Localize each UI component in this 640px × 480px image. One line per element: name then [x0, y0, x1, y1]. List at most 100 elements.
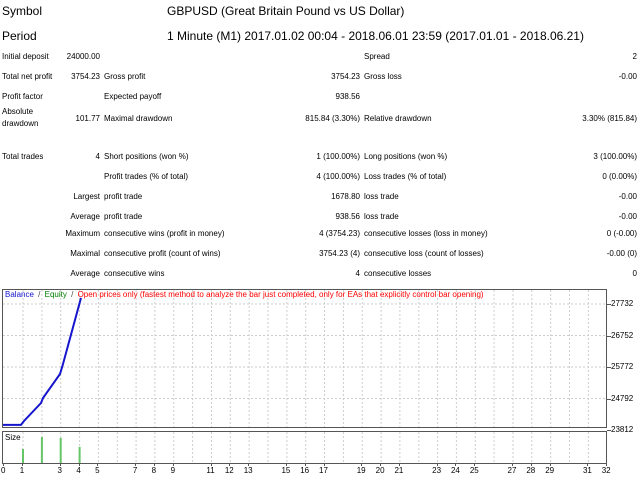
y-axis-tick: [607, 430, 611, 431]
table-row: Profit factor Expected payoff 938.56: [0, 92, 640, 104]
x-axis-label: 5: [95, 466, 100, 475]
lot-size-bar: [59, 437, 62, 463]
x-axis-tick: [530, 463, 532, 466]
cell-c2l: consecutive wins (profit in money): [104, 229, 225, 238]
x-axis-tick: [436, 463, 438, 466]
x-axis-label: 17: [319, 466, 328, 475]
cell-c2l: consecutive wins: [104, 269, 165, 278]
cell-c3l: Long positions (won %): [364, 152, 448, 161]
y-axis-label: 23812: [611, 425, 634, 434]
size-panel: Size: [2, 431, 607, 464]
x-axis-tick: [248, 463, 250, 466]
cell-c1l: Initial deposit: [2, 52, 49, 61]
cell-c2v: 938.56: [335, 92, 360, 101]
cell-c2l: profit trade: [104, 192, 143, 201]
cell-c3l: Relative drawdown: [364, 114, 432, 123]
x-axis-label: 11: [206, 466, 215, 475]
x-axis-tick: [455, 463, 457, 466]
x-axis-tick: [606, 463, 608, 466]
x-axis-tick: [512, 463, 513, 466]
cell-c3l: loss trade: [364, 212, 399, 221]
x-axis-label: 28: [526, 466, 536, 475]
cell-c1v: Maximal: [70, 249, 100, 258]
chart-legend: Balance / Equity / Open prices only (fas…: [5, 290, 484, 299]
x-axis-tick: [587, 463, 589, 466]
cell-c2l: Short positions (won %): [104, 152, 189, 161]
x-axis-label: 0: [0, 466, 6, 475]
x-axis-label: 3: [57, 466, 62, 475]
legend-equity: Equity: [44, 290, 67, 299]
cell-c3v: -0.00: [618, 212, 637, 221]
x-axis-label: 19: [356, 466, 366, 475]
cell-c2v: 938.56: [335, 212, 360, 221]
period-value: 1 Minute (M1) 2017.01.02 00:04 - 2018.06…: [167, 29, 584, 43]
table-row: Profit trades (% of total) 4 (100.00%) Los…: [0, 172, 640, 184]
cell-c2v: 3754.23 (4): [319, 249, 360, 258]
x-axis-label: 7: [132, 466, 138, 475]
x-axis-tick: [172, 463, 174, 466]
x-axis-tick: [153, 463, 155, 466]
cell-c3l: consecutive losses: [364, 269, 432, 278]
table-row: Maximal consecutive profit (count of wins…: [0, 249, 640, 261]
x-axis-label: 32: [601, 466, 611, 475]
x-axis-tick: [474, 463, 476, 466]
legend-separator: /: [71, 290, 74, 299]
cell-c1l: Total trades: [2, 152, 44, 161]
cell-c2v: 3754.23: [331, 72, 360, 81]
x-axis-label: 9: [170, 466, 176, 475]
x-axis-tick: [135, 463, 137, 466]
x-axis-tick: [22, 463, 23, 466]
cell-c2v: 1 (100.00%): [316, 152, 360, 161]
y-axis-tick: [607, 367, 611, 368]
cell-c3v: -0.00: [618, 192, 637, 201]
cell-c1v: 24000.00: [66, 52, 100, 61]
cell-c1v: 3754.23: [71, 72, 100, 81]
legend-balance: Balance: [5, 290, 34, 299]
x-axis-label: 15: [281, 466, 291, 475]
lot-size-plot: [22, 432, 589, 463]
legend-note: Open prices only (fastest method to anal…: [77, 290, 484, 299]
x-axis-tick: [361, 463, 363, 466]
cell-c3l: consecutive losses (loss in money): [364, 229, 488, 238]
x-axis-labels: 0 1 3 4 5 7 8 9 11 12 13 15 16 17 19 20 21 23 24 25 27 28 29 31…: [0, 466, 611, 476]
cell-c3v: 0 (-0.00): [606, 229, 637, 238]
symbol-value: GBPUSD (Great Britain Pound vs US Dollar…: [167, 4, 405, 18]
x-axis-label: 31: [582, 466, 592, 475]
x-axis-tick: [78, 463, 80, 466]
cell-c1l: Total net profit: [2, 72, 53, 81]
cell-c2l: Maximal drawdown: [104, 114, 173, 123]
x-axis-tick: [323, 463, 325, 466]
table-row: Largest profit trade 1678.80 loss trade -0.0…: [0, 192, 640, 204]
cell-c3l: Spread: [364, 52, 390, 61]
table-row: Average profit trade 938.56 loss trade -0.00: [0, 212, 640, 224]
period-row: Period 1 Minute (M1) 2017.01.02 00:04 - …: [0, 29, 640, 44]
x-axis-tick: [380, 463, 382, 466]
cell-c3l: Loss trades (% of total): [364, 172, 447, 181]
cell-c2l: Gross profit: [104, 72, 146, 81]
x-axis-label: 8: [151, 466, 157, 475]
cell-c2l: Expected payoff: [104, 92, 162, 101]
balance-line: [3, 297, 82, 426]
y-axis-tick: [607, 336, 611, 337]
cell-c3v: 2: [632, 52, 637, 61]
balance-curve-plot: [3, 290, 606, 427]
x-axis-tick: [398, 463, 400, 466]
cell-c2v: 4 (100.00%): [316, 172, 360, 181]
table-row: Maximum consecutive wins (profit in money…: [0, 229, 640, 241]
size-panel-label: Size: [5, 433, 21, 442]
x-axis-label: 20: [375, 466, 385, 475]
cell-c1v: Largest: [73, 192, 100, 201]
cell-c3v: -0.00 (0): [606, 249, 637, 258]
legend-separator: /: [38, 290, 41, 299]
x-axis-tick: [59, 463, 61, 466]
x-axis-tick: [210, 463, 212, 466]
table-row: Average consecutive wins 4 consecutive loss…: [0, 269, 640, 281]
x-axis-label: 25: [469, 466, 479, 475]
cell-c1v: 4: [95, 152, 100, 161]
cell-c3v: 3 (100.00%): [593, 152, 637, 161]
cell-c3l: Gross loss: [364, 72, 402, 81]
cell-c3v: 3.30% (815.84): [582, 114, 637, 123]
lot-size-bar: [78, 446, 81, 463]
x-axis-tick: [285, 463, 287, 466]
cell-c2v: 815.84 (3.30%): [305, 114, 360, 123]
